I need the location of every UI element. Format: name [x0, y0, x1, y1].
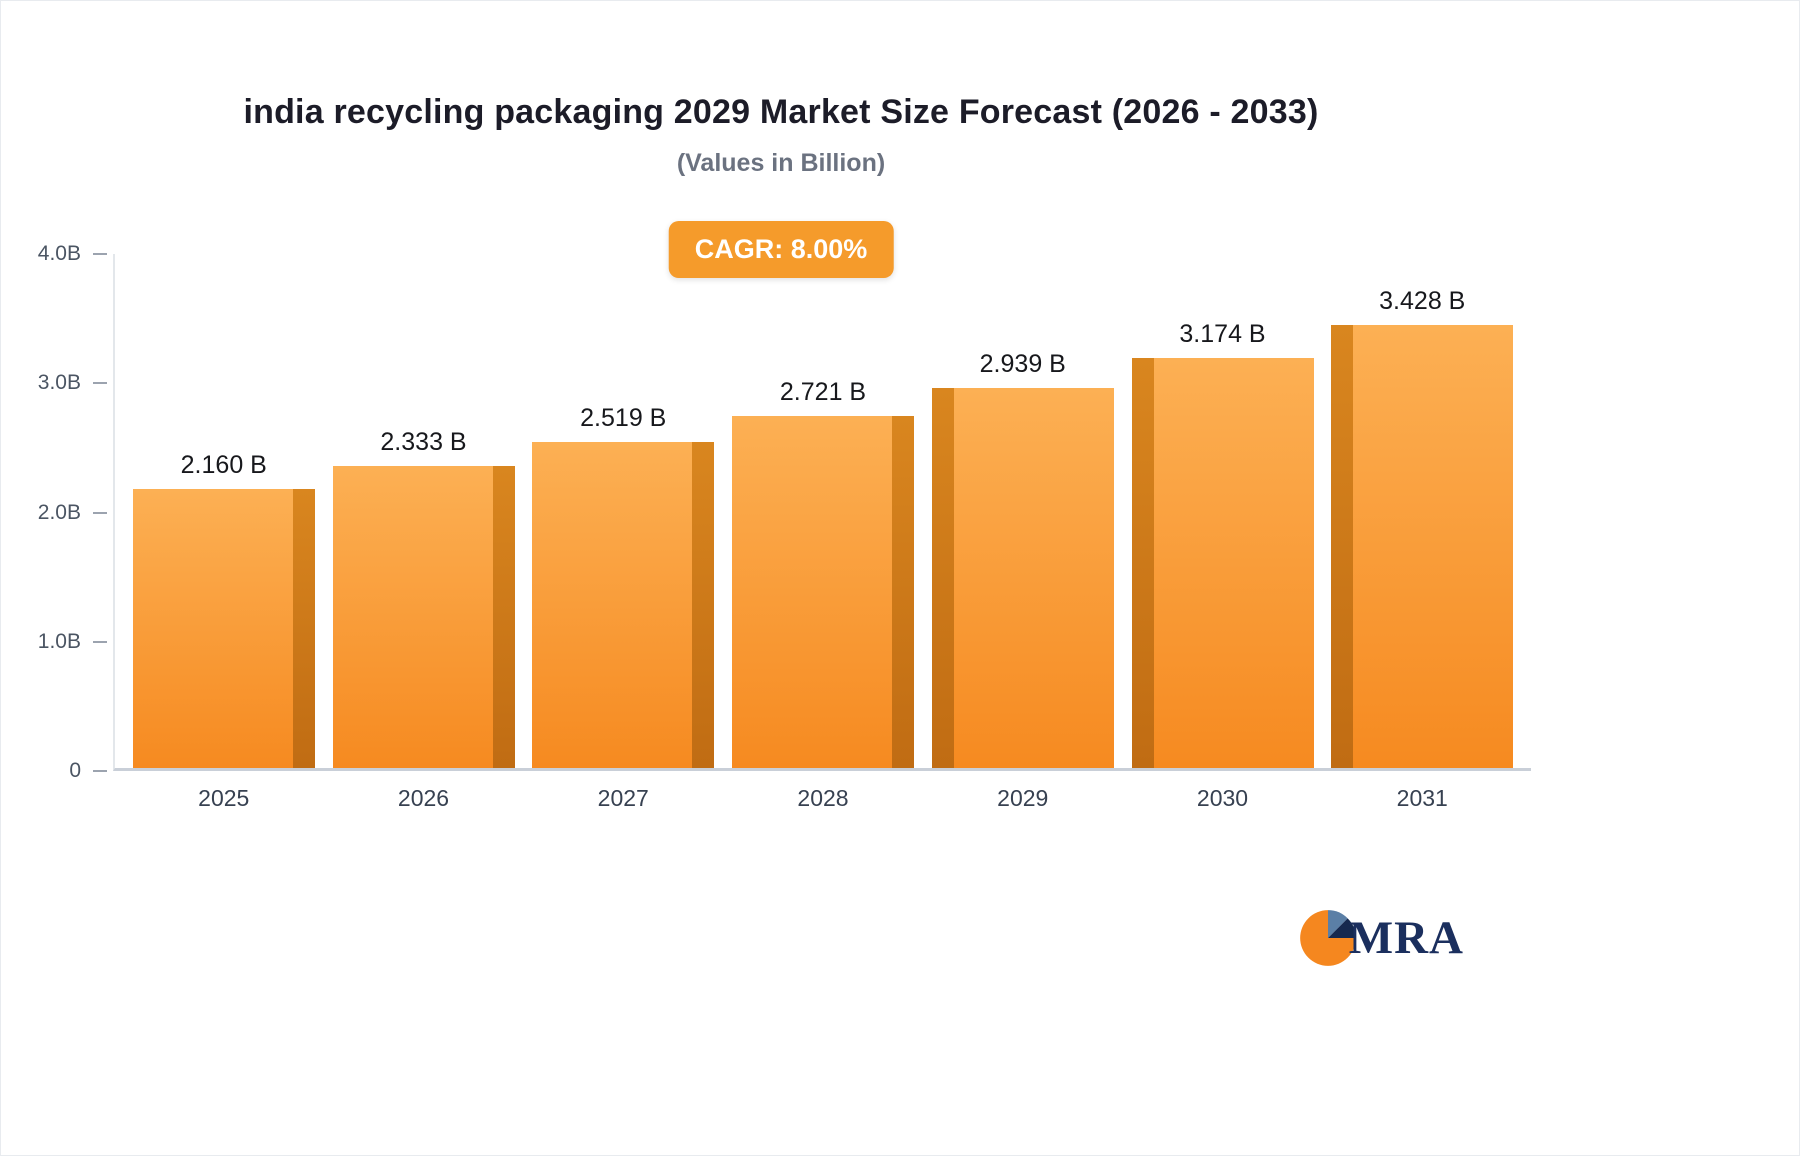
y-axis-tick-mark — [93, 770, 107, 772]
bar-value-label: 3.174 B — [1179, 319, 1266, 348]
x-axis-label: 2025 — [198, 785, 250, 811]
bar-value-label: 2.333 B — [380, 428, 467, 457]
mra-logo-text: MRA — [1348, 912, 1464, 964]
y-axis-tick-mark — [93, 640, 107, 643]
y-axis-tick-mark — [93, 253, 107, 255]
bar-value-label: 2.721 B — [779, 378, 867, 407]
y-axis: 4.0B 3.0B 2.0B 1.0B 0 — [31, 242, 113, 782]
plot-area: 2.160 B 2025 2.333 B 2026 2.519 B 2027 2.721 B… — [113, 254, 1531, 811]
x-axis-label: 2027 — [597, 785, 649, 811]
bar-group: 2.721 B 2028 — [732, 254, 914, 811]
y-axis-tick: 2.0B — [38, 501, 107, 525]
bar-value-label: 2.519 B — [580, 404, 667, 433]
bar-value-label: 2.939 B — [979, 350, 1066, 379]
y-axis-tick-mark — [93, 511, 107, 514]
bar[interactable] — [332, 466, 515, 768]
y-axis-tick-label: 2.0B — [37, 500, 81, 524]
y-axis-tick-label: 0 — [69, 759, 81, 782]
y-axis-tick-label: 3.0B — [37, 371, 81, 395]
y-axis-tick: 0 — [69, 759, 107, 783]
mra-logo: MRA — [1299, 909, 1464, 967]
x-axis-label: 2030 — [1196, 785, 1249, 811]
bar[interactable] — [532, 442, 715, 768]
bar-chart: 4.0B 3.0B 2.0B 1.0B 0 2.160 B 2025 2.333 B 2026… — [31, 242, 1531, 811]
mra-logo-icon — [1299, 910, 1356, 966]
bar-group: 2.519 B 2027 — [532, 254, 715, 811]
x-axis-label: 2026 — [397, 785, 450, 811]
bar[interactable] — [132, 488, 315, 769]
bar-value-label: 3.428 B — [1379, 286, 1466, 315]
x-axis-label: 2029 — [997, 785, 1049, 811]
x-axis-label: 2028 — [797, 785, 849, 811]
bar-value-label: 2.160 B — [180, 450, 267, 479]
y-axis-tick-mark — [93, 382, 107, 385]
y-axis-tick-label: 4.0B — [37, 242, 81, 265]
bar[interactable] — [1131, 357, 1314, 769]
chart-subtitle: (Values in Billion) — [676, 149, 886, 177]
bar-group: 2.333 B 2026 — [332, 254, 515, 811]
bar-group: 2.160 B 2025 — [132, 254, 315, 811]
y-axis-tick: 4.0B — [38, 242, 107, 266]
bar[interactable] — [931, 388, 1114, 768]
chart-title: india recycling packaging 2029 Market Si… — [243, 93, 1319, 131]
y-axis-tick: 3.0B — [38, 371, 107, 395]
y-axis-tick: 1.0B — [38, 630, 107, 654]
cagr-badge: CAGR: 8.00% — [668, 221, 894, 278]
chart-container: india recycling packaging 2029 Market Si… — [31, 1, 1531, 901]
y-axis-tick-label: 1.0B — [37, 629, 81, 653]
bar[interactable] — [1331, 324, 1514, 769]
bar[interactable] — [732, 416, 914, 768]
bar-group: 3.174 B 2030 — [1131, 254, 1314, 811]
bar-group: 2.939 B 2029 — [931, 254, 1114, 811]
x-axis-label: 2031 — [1396, 785, 1448, 811]
bar-group: 3.428 B 2031 — [1331, 254, 1514, 811]
